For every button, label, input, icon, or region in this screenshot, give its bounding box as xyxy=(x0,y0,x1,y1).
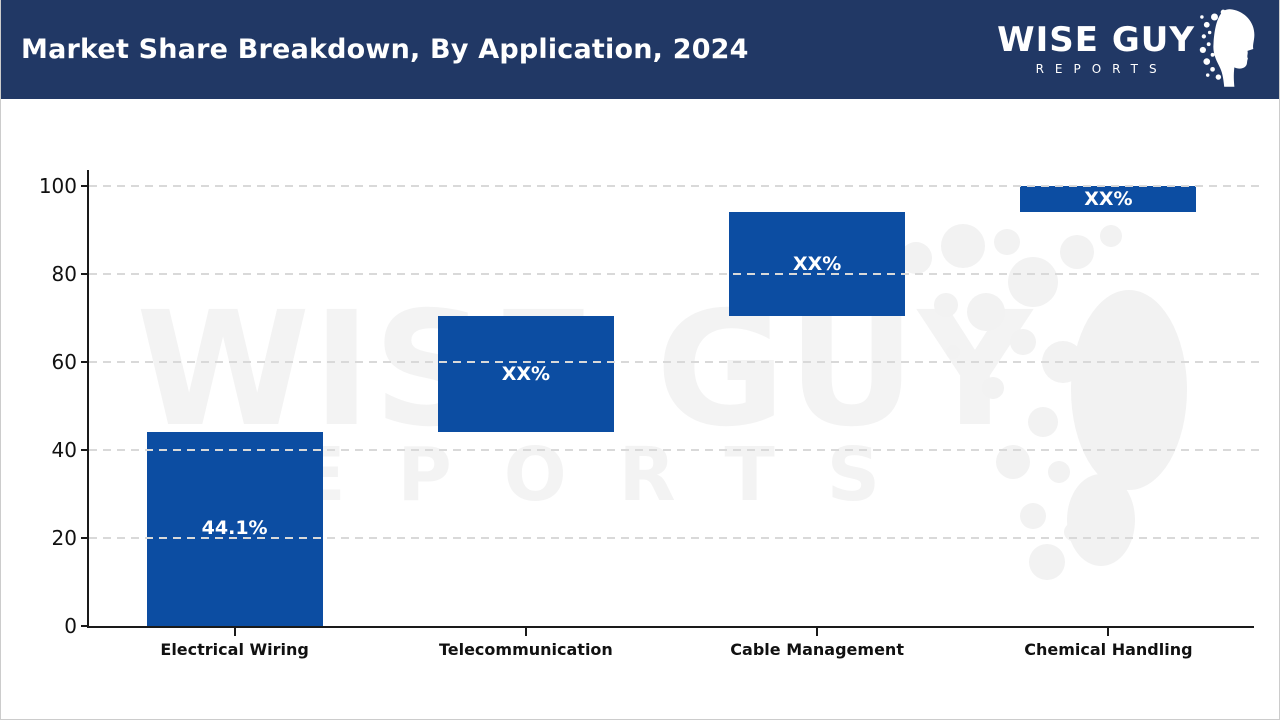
logo-text: WISE GUY REPORTS xyxy=(997,23,1195,76)
y-tick-mark xyxy=(81,536,88,539)
dotted-head-profile-icon xyxy=(1199,7,1261,93)
bar-value-label: XX% xyxy=(792,252,842,275)
y-gridline xyxy=(89,360,1263,363)
bar-segment: 44.1% xyxy=(146,431,323,626)
x-tick-mark xyxy=(524,628,527,636)
y-gridline xyxy=(89,272,1263,275)
y-axis-spine xyxy=(87,170,89,628)
y-tick-mark xyxy=(81,184,88,187)
bar-segment: XX% xyxy=(437,316,614,432)
y-tick-label: 40 xyxy=(51,437,77,462)
y-gridline xyxy=(89,184,1263,187)
y-tick-label: 80 xyxy=(51,261,77,286)
x-tick-mark xyxy=(1107,628,1110,636)
x-category-label: Telecommunication xyxy=(438,640,613,659)
y-tick-label: 0 xyxy=(64,614,77,638)
y-tick-mark xyxy=(81,625,88,627)
y-gridline xyxy=(89,536,1263,539)
y-tick-label: 20 xyxy=(51,525,77,550)
x-tick-mark xyxy=(816,628,819,636)
y-tick-label: 100 xyxy=(38,173,77,198)
y-tick-mark xyxy=(81,272,88,275)
logo-wordmark: WISE GUY xyxy=(997,20,1195,60)
y-tick-mark xyxy=(81,448,88,451)
x-tick-mark xyxy=(233,628,236,636)
x-axis-spine xyxy=(87,626,1254,628)
x-category-label: Cable Management xyxy=(730,640,904,659)
wise-guy-logo: WISE GUY REPORTS xyxy=(997,7,1261,93)
header-band: Market Share Breakdown, By Application, … xyxy=(1,0,1279,99)
page-title: Market Share Breakdown, By Application, … xyxy=(21,34,749,65)
y-gridline xyxy=(89,448,1263,451)
y-tick-mark xyxy=(81,360,88,363)
x-category-label: Electrical Wiring xyxy=(160,640,309,659)
bar-segment: XX% xyxy=(729,212,906,317)
x-category-label: Chemical Handling xyxy=(1024,640,1193,659)
logo-subtitle: REPORTS xyxy=(1035,62,1168,76)
bar-segment: XX% xyxy=(1020,185,1197,213)
bar-value-label: 44.1% xyxy=(201,517,268,540)
bar-value-label: XX% xyxy=(501,362,551,385)
y-tick-label: 60 xyxy=(51,349,77,374)
bar-value-label: XX% xyxy=(1084,187,1133,210)
